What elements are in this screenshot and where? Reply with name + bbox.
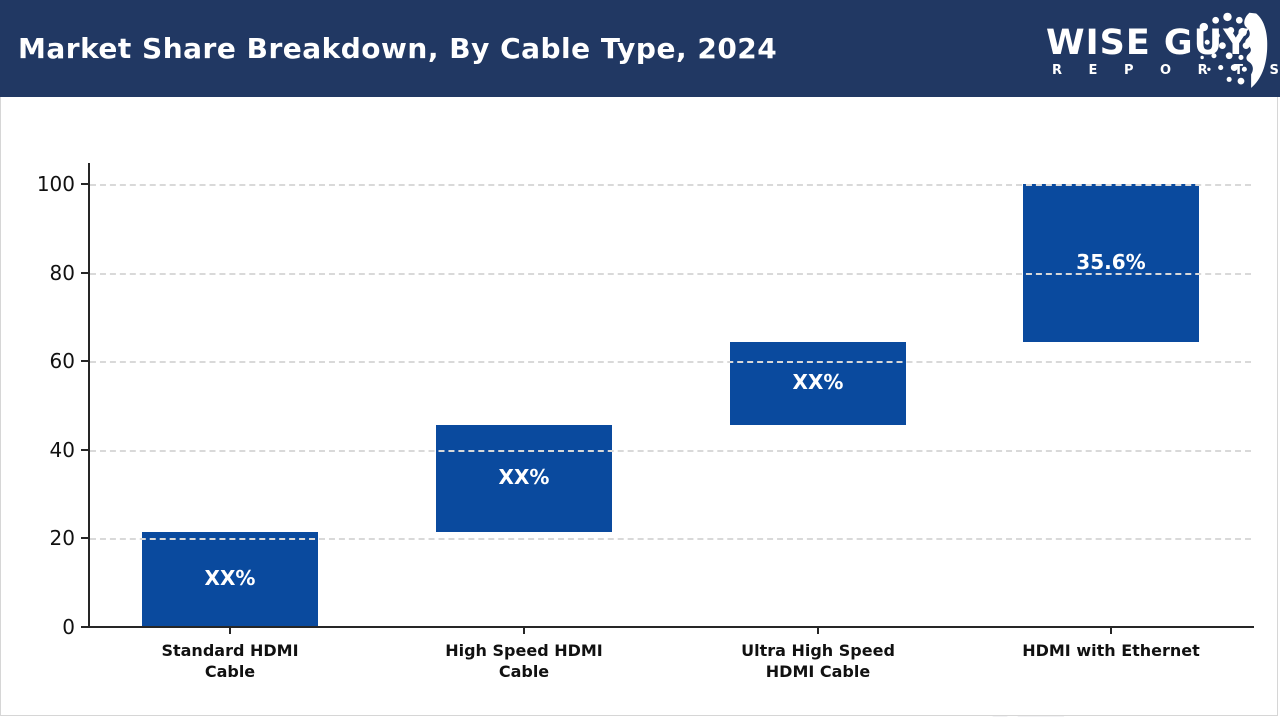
bar-segment bbox=[436, 424, 612, 532]
logo-wordmark: WISE GUY R E P O R T S bbox=[1046, 23, 1280, 79]
y-tick-label: 40 bbox=[49, 437, 75, 462]
x-tick-label: Standard HDMI Cable bbox=[100, 640, 360, 682]
x-tick-mark bbox=[817, 628, 819, 634]
header-bar: Market Share Breakdown, By Cable Type, 2… bbox=[0, 0, 1280, 97]
y-tick-label: 100 bbox=[36, 172, 75, 196]
x-tick-label-line: HDMI with Ethernet bbox=[1022, 641, 1200, 660]
bar-value-label: 35.6% bbox=[1076, 249, 1146, 274]
x-tick-label-line: Cable bbox=[498, 662, 550, 681]
y-tick-label: 80 bbox=[49, 260, 75, 285]
bar-value-label: XX% bbox=[204, 566, 256, 591]
chart-title: Market Share Breakdown, By Cable Type, 2… bbox=[18, 32, 778, 65]
x-tick-label: Ultra High Speed HDMI Cable bbox=[688, 640, 948, 682]
gridline bbox=[90, 272, 1251, 275]
y-tick-mark bbox=[81, 537, 89, 540]
x-tick-mark bbox=[1110, 628, 1112, 634]
gridline bbox=[90, 184, 1251, 186]
wiseguy-logo: WISE GUY R E P O R T S bbox=[1018, 8, 1280, 90]
x-tick-label-line: Standard HDMI bbox=[161, 641, 299, 660]
bar-segment bbox=[1023, 184, 1199, 342]
x-tick-label-line: High Speed HDMI bbox=[445, 641, 603, 660]
logo-wordmark-line1: WISE GUY bbox=[1046, 23, 1250, 63]
y-tick-label: 60 bbox=[49, 349, 75, 374]
logo-wordmark-line2: R E P O R T S bbox=[1052, 63, 1280, 78]
y-tick-mark bbox=[81, 271, 89, 274]
x-tick-label-line: HDMI Cable bbox=[765, 662, 871, 681]
x-tick-label-line: Cable bbox=[204, 662, 256, 681]
y-tick-mark bbox=[81, 360, 89, 363]
y-tick-mark bbox=[81, 448, 89, 451]
gridline bbox=[90, 361, 1251, 364]
x-tick-label: High Speed HDMI Cable bbox=[394, 640, 654, 682]
gridline bbox=[90, 449, 1251, 452]
gridline bbox=[90, 538, 1251, 541]
x-tick-label: HDMI with Ethernet bbox=[981, 640, 1241, 661]
x-axis-line bbox=[88, 626, 1254, 628]
y-tick-label: 20 bbox=[49, 526, 75, 551]
dot-face-profile-icon bbox=[1199, 12, 1268, 88]
y-axis-line bbox=[88, 163, 90, 628]
x-tick-mark bbox=[229, 628, 231, 634]
y-tick-mark bbox=[81, 183, 89, 185]
x-tick-mark bbox=[523, 628, 525, 634]
y-tick-label: 0 bbox=[62, 615, 75, 639]
bar-segment bbox=[142, 531, 318, 627]
bar-value-label: XX% bbox=[792, 370, 844, 395]
bar-value-label: XX% bbox=[498, 465, 550, 490]
y-tick-mark bbox=[81, 626, 89, 628]
x-tick-label-line: Ultra High Speed bbox=[741, 641, 895, 660]
